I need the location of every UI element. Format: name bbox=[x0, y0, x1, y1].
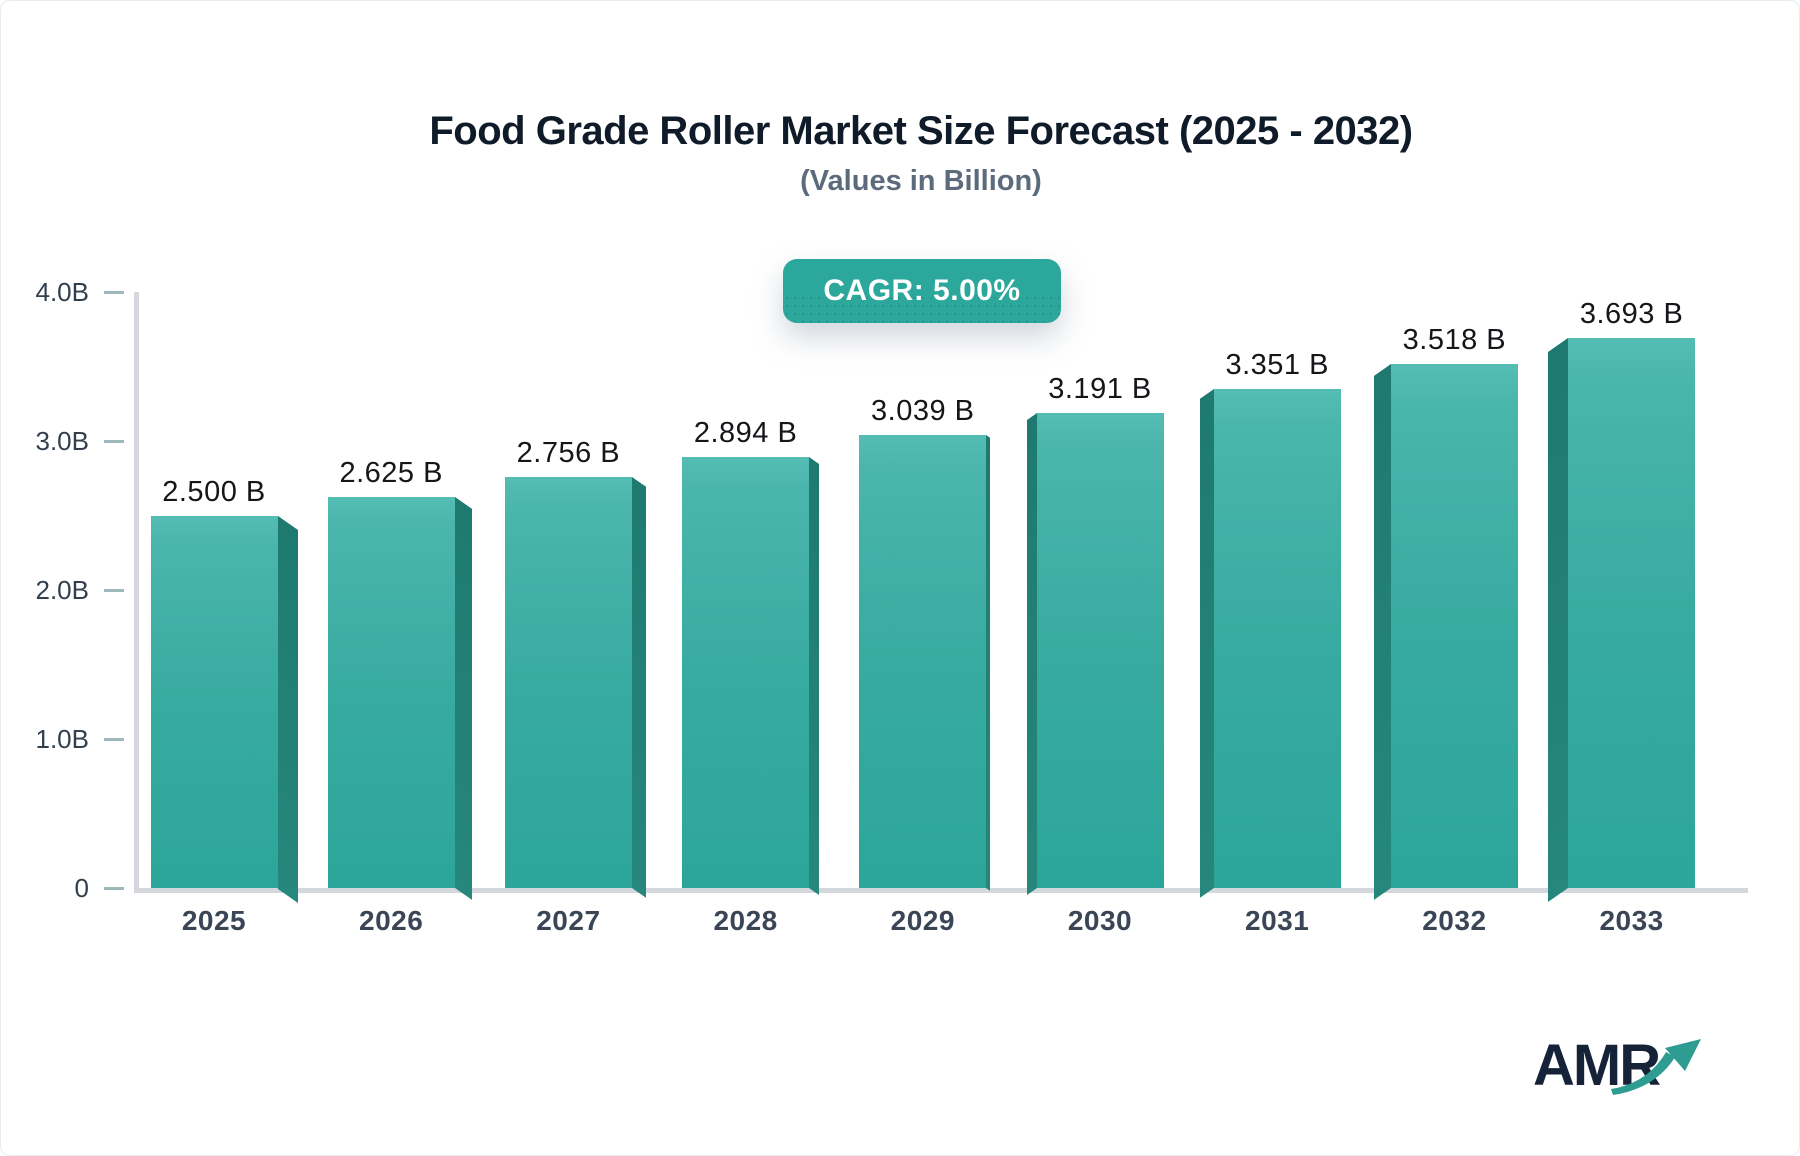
bar-side-face bbox=[1548, 337, 1569, 902]
bar bbox=[682, 456, 810, 888]
y-axis-tick bbox=[104, 737, 124, 741]
bar-value-label: 3.351 B bbox=[1225, 348, 1329, 381]
bar-value-label: 2.500 B bbox=[162, 475, 266, 508]
bar bbox=[150, 515, 278, 888]
x-axis-label: 2031 bbox=[1245, 905, 1310, 936]
bar bbox=[327, 496, 455, 888]
chart-title: Food Grade Roller Market Size Forecast (… bbox=[429, 109, 1413, 153]
x-axis-label: 2029 bbox=[890, 905, 955, 936]
x-axis-label: 2025 bbox=[181, 905, 247, 936]
y-axis-tick-label: 4.0B bbox=[35, 277, 90, 307]
bar bbox=[1390, 363, 1518, 888]
bar-value-label: 2.625 B bbox=[339, 456, 443, 489]
bar-value-label: 3.039 B bbox=[871, 395, 975, 428]
bar bbox=[859, 435, 987, 888]
bar-side-face bbox=[1199, 388, 1214, 898]
bar-value-label: 3.191 B bbox=[1048, 372, 1152, 405]
y-axis-line bbox=[134, 292, 139, 893]
bar bbox=[504, 477, 632, 888]
bar-side-face bbox=[454, 496, 472, 900]
bar-value-label: 2.894 B bbox=[693, 416, 798, 449]
y-axis-tick bbox=[104, 290, 124, 294]
y-axis-tick-label: 3.0B bbox=[35, 426, 90, 456]
bar-value-label: 2.756 B bbox=[516, 437, 621, 470]
y-axis-tick bbox=[104, 588, 124, 592]
bar-side-face bbox=[631, 477, 646, 898]
trend-arrow-icon bbox=[1611, 1039, 1701, 1095]
bar-side-face bbox=[277, 515, 298, 903]
x-axis-label: 2032 bbox=[1422, 905, 1487, 936]
bar bbox=[1213, 388, 1341, 888]
bar bbox=[1568, 337, 1696, 888]
y-axis-tick bbox=[104, 439, 124, 443]
x-axis-label: 2033 bbox=[1599, 905, 1664, 936]
x-axis-label: 2027 bbox=[536, 905, 601, 936]
amr-logo: AMR bbox=[1533, 1037, 1793, 1127]
cagr-badge: CAGR: 5.00% bbox=[783, 259, 1061, 323]
x-axis-baseline bbox=[134, 888, 1748, 893]
y-axis-tick-label: 2.0B bbox=[35, 575, 90, 605]
bar-side-face bbox=[1026, 412, 1037, 895]
cagr-badge-label: CAGR: 5.00% bbox=[823, 274, 1021, 307]
x-axis-label: 2028 bbox=[713, 905, 778, 936]
y-axis-tick-label: 1.0B bbox=[35, 724, 90, 754]
bar-side-face bbox=[986, 435, 991, 891]
y-axis-tick bbox=[104, 886, 124, 890]
bar-value-label: 3.518 B bbox=[1402, 323, 1507, 356]
bar-side-face bbox=[1373, 363, 1391, 900]
y-axis-tick-label: 0 bbox=[74, 873, 89, 903]
bar-value-label: 3.693 B bbox=[1579, 297, 1684, 330]
chart-subtitle: (Values in Billion) bbox=[800, 165, 1042, 197]
bar bbox=[1036, 412, 1164, 888]
x-axis-label: 2026 bbox=[359, 905, 424, 936]
x-axis-label: 2030 bbox=[1067, 905, 1133, 936]
bar-side-face bbox=[809, 456, 820, 895]
